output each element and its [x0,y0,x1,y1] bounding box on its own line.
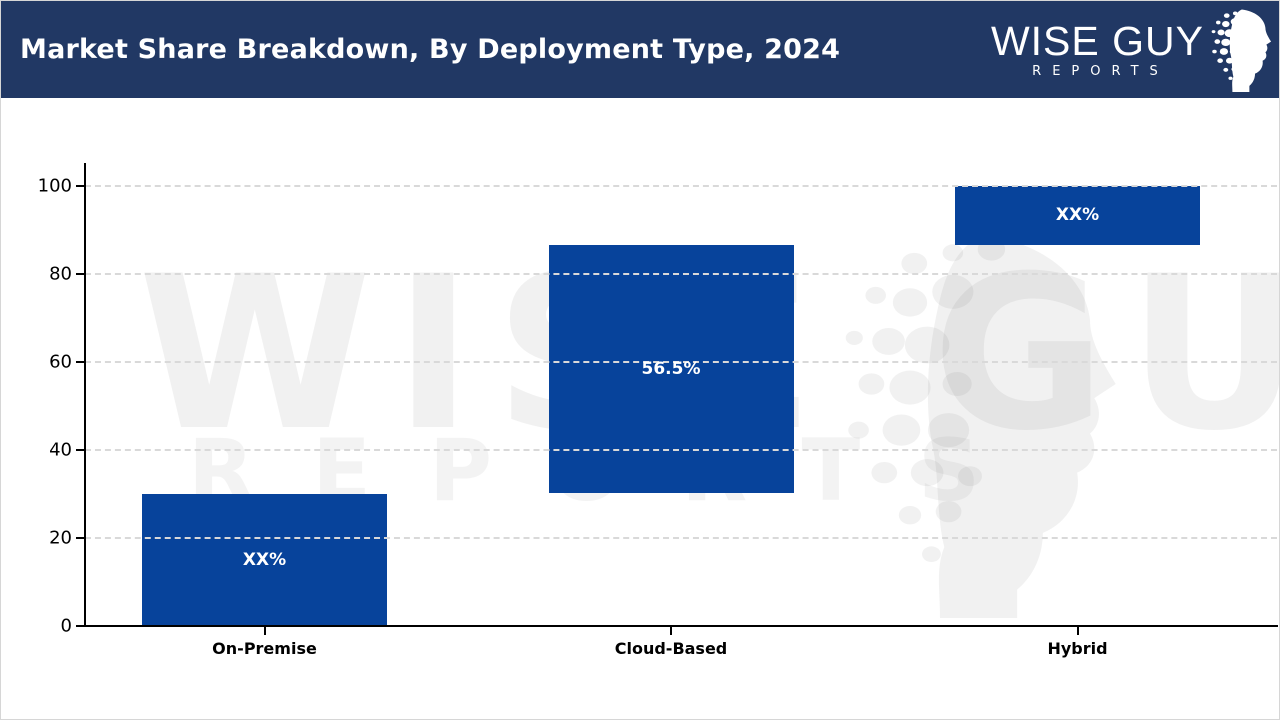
logo-wordmark-line2: REPORTS [1032,64,1169,79]
gridline [85,184,1277,187]
y-tick-mark [76,360,84,363]
bar-label: XX% [242,549,287,570]
x-tick-mark [670,627,672,635]
x-tick-label: On-Premise [212,639,317,658]
gridline [85,448,1277,451]
y-tick-mark [76,184,84,187]
brand-logo: WISE GUY REPORTS [991,6,1272,94]
logo-wordmark: WISE GUY REPORTS [990,18,1204,80]
x-tick-label: Hybrid [1047,639,1108,658]
x-tick-mark [1076,627,1079,635]
bar [955,185,1200,245]
y-tick-label: 80 [49,263,72,284]
x-tick-mark [263,627,266,635]
y-tick-label: 40 [49,439,72,460]
logo-wordmark-line1: WISE GUY [990,18,1204,64]
gridline [85,536,1277,539]
bar [142,493,387,626]
y-tick-label: 20 [49,527,72,548]
y-tick-label: 60 [49,351,72,372]
bar-label: 56.5% [641,359,701,380]
x-axis-spine [84,625,1278,627]
bar-label: XX% [1055,205,1100,226]
gridline [85,360,1277,363]
y-tick-label: 0 [60,615,72,636]
y-tick-mark [76,272,84,275]
y-tick-mark [76,536,84,539]
y-tick-mark [76,448,84,451]
x-tick-label: Cloud-Based [614,639,728,658]
y-axis-spine [84,163,86,627]
bar [548,244,794,494]
page-title: Market Share Breakdown, By Deployment Ty… [20,33,841,65]
header-banner: Market Share Breakdown, By Deployment Ty… [0,0,1280,98]
gridline [85,272,1277,275]
logo-face-icon [1211,9,1272,92]
watermark-face-icon [845,235,1116,618]
y-tick-mark [76,624,84,627]
y-tick-label: 100 [37,175,72,196]
